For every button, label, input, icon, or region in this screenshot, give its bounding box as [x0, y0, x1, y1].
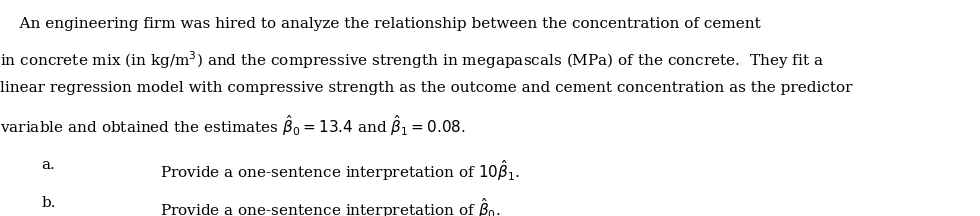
Text: Provide a one-sentence interpretation of $10\hat{\beta}_1$.: Provide a one-sentence interpretation of… — [160, 158, 519, 183]
Text: An engineering firm was hired to analyze the relationship between the concentrat: An engineering firm was hired to analyze… — [0, 17, 760, 31]
Text: a.: a. — [41, 158, 55, 172]
Text: variable and obtained the estimates $\hat{\beta}_0 = 13.4$ and $\hat{\beta}_1 = : variable and obtained the estimates $\ha… — [0, 113, 466, 138]
Text: linear regression model with compressive strength as the outcome and cement conc: linear regression model with compressive… — [0, 81, 853, 95]
Text: in concrete mix (in kg/m$^3$) and the compressive strength in megapascals (MPa) : in concrete mix (in kg/m$^3$) and the co… — [0, 49, 824, 71]
Text: b.: b. — [41, 196, 56, 210]
Text: Provide a one-sentence interpretation of $\hat{\beta}_0$.: Provide a one-sentence interpretation of… — [160, 196, 500, 216]
